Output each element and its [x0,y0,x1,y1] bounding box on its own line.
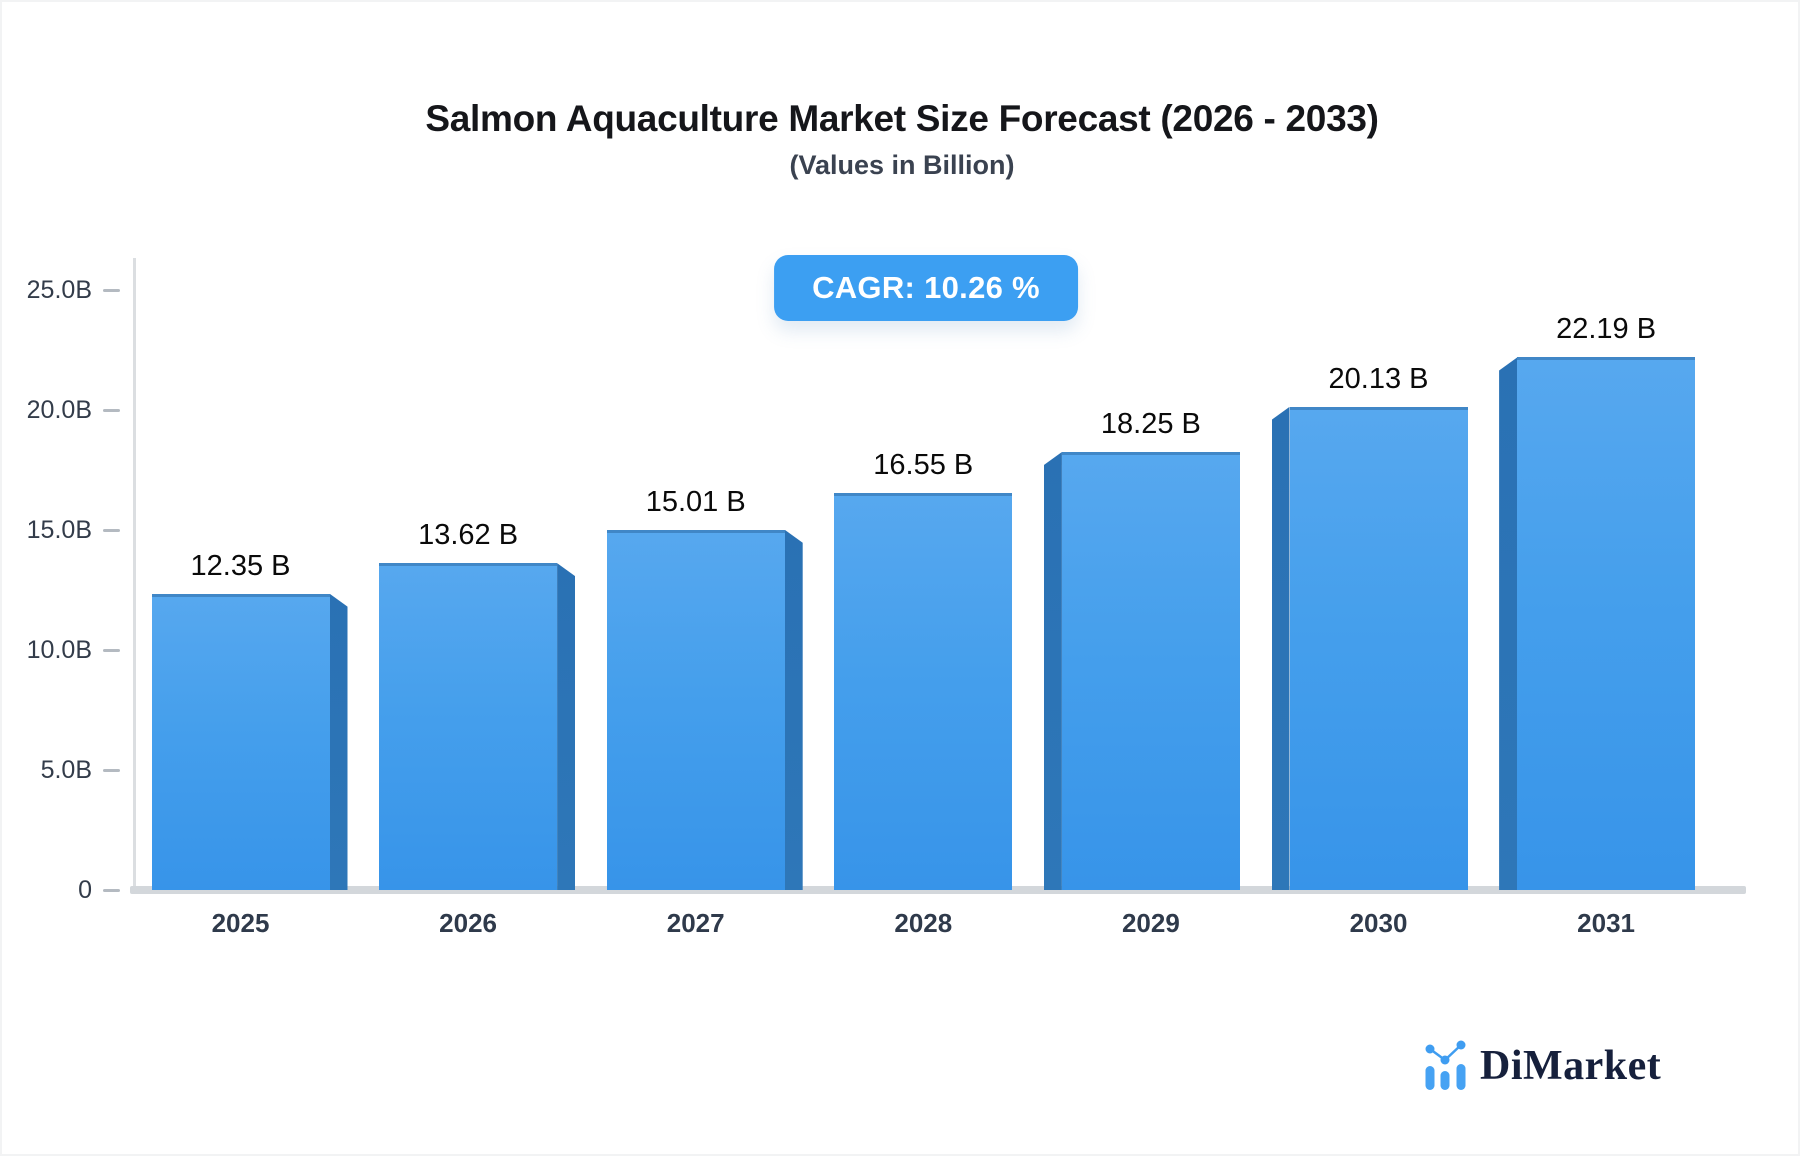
bar-2025 [151,593,330,890]
logo-text: DiMarket [1480,1043,1662,1089]
bar-value-label: 18.25 B [1100,408,1201,440]
bar-side-2031 [1499,357,1518,890]
bar-value-label: 13.62 B [418,519,519,552]
bar-value-label: 16.55 B [873,448,974,481]
y-axis-label: 15.0B [26,516,92,544]
y-axis-label: 0 [78,876,92,904]
y-axis-label: 20.0B [26,396,92,424]
x-axis-label: 2028 [894,908,953,938]
y-axis-label: 10.0B [26,636,92,664]
bar-value-label: 20.13 B [1328,362,1429,395]
bar-value-label: 12.35 B [190,549,291,582]
bar-2029 [1061,452,1240,890]
bar-2030 [1289,406,1468,890]
bar-2031 [1517,357,1696,890]
y-axis-label: 25.0B [26,276,92,304]
x-axis-label: 2030 [1349,908,1408,938]
logo: DiMarket [1420,1040,1661,1092]
chart-subtitle: (Values in Billion) [789,150,1015,180]
y-axis-tick [103,529,120,532]
x-axis-label: 2031 [1577,908,1636,938]
dimarket-logo-icon [1420,1040,1468,1092]
x-axis-baseline [130,886,1746,894]
x-axis-label: 2025 [211,908,270,938]
bar-side-2025 [329,593,348,890]
y-axis-tick [103,409,120,412]
y-axis-tick [103,769,120,772]
x-axis-label: 2027 [666,908,725,938]
bar-side-2030 [1271,406,1290,890]
bar-2027 [606,529,785,890]
bar-2026 [379,563,558,890]
y-axis-tick [103,889,120,892]
y-axis-tick [103,649,120,652]
bar-value-label: 15.01 B [645,485,746,518]
bar-side-2029 [1043,452,1062,890]
bar-side-2026 [557,563,576,890]
bar-value-label: 22.19 B [1556,313,1657,346]
chart-title: Salmon Aquaculture Market Size Forecast … [425,98,1379,139]
cagr-badge: CAGR: 10.26 % [774,255,1078,321]
x-axis-label: 2026 [439,908,498,938]
x-axis-label: 2029 [1121,908,1180,938]
bar-side-2027 [784,529,803,890]
y-axis-line [133,258,136,892]
y-axis-label: 5.0B [40,756,92,784]
y-axis-tick [103,289,120,292]
bar-2028 [834,492,1013,890]
